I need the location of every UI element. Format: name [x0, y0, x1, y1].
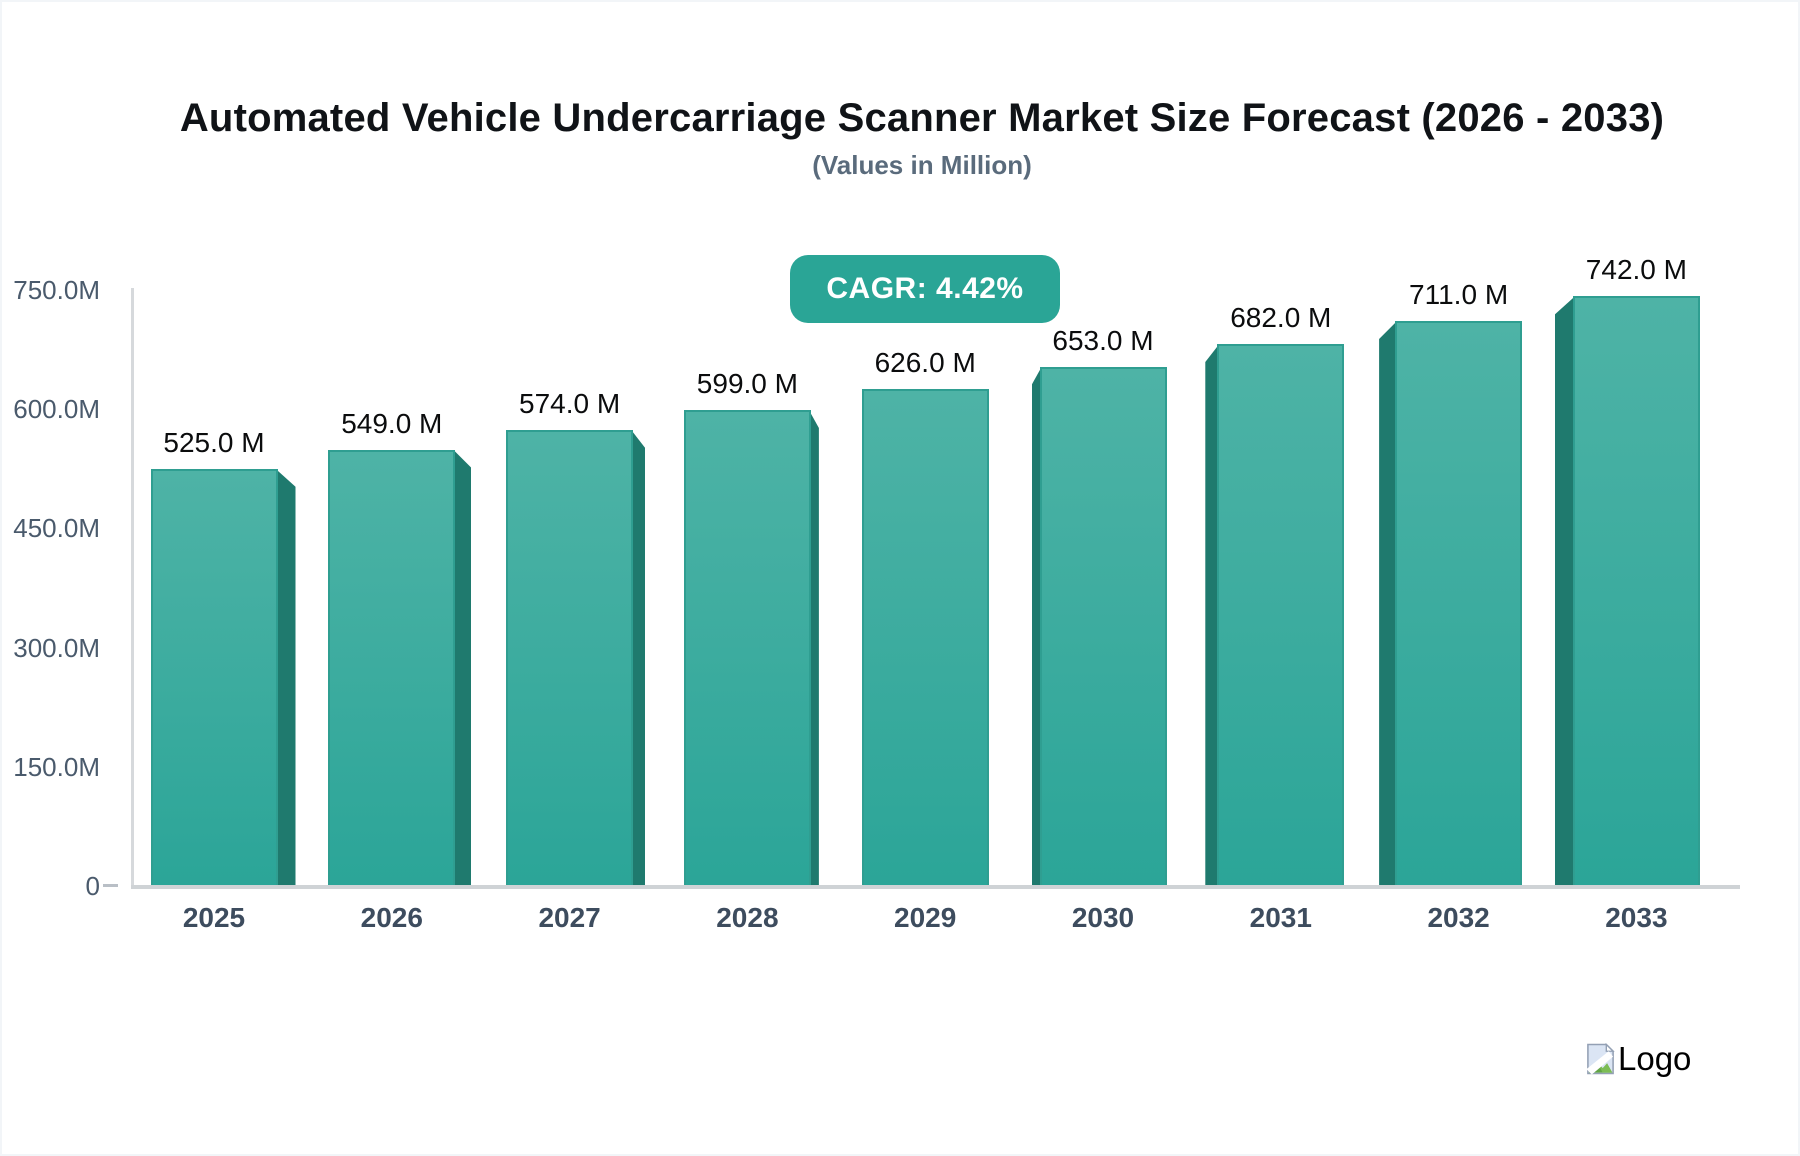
bar-value-label-2030: 653.0 M	[1052, 325, 1154, 357]
x-axis-label-2025: 2025	[182, 902, 246, 933]
x-axis-label-2028: 2028	[716, 902, 779, 933]
bar-value-label-2027: 574.0 M	[519, 387, 621, 419]
logo-text: Logo	[1618, 1040, 1692, 1077]
bar-2032[interactable]	[1395, 320, 1523, 886]
bar-value-label-2025: 525.0 M	[163, 426, 265, 458]
bar-3d-side-2031	[1205, 344, 1220, 886]
x-axis-label-2033: 2033	[1605, 902, 1668, 933]
y-axis-line	[131, 288, 134, 889]
logo: Logo	[1585, 1040, 1691, 1078]
page-title: Automated Vehicle Undercarriage Scanner …	[179, 96, 1665, 140]
y-tick-label-150.0M: 150.0M	[13, 751, 100, 782]
bar-value-label-2026: 549.0 M	[341, 407, 443, 439]
x-axis-label-2031: 2031	[1249, 902, 1312, 933]
bar-3d-side-2030	[1031, 367, 1042, 886]
bar-3d-side-2028	[808, 409, 819, 886]
bar-2031[interactable]	[1217, 344, 1345, 886]
bar-value-label-2032: 711.0 M	[1409, 278, 1509, 310]
y-tick-label-450.0M: 450.0M	[13, 513, 100, 544]
x-axis-label-2029: 2029	[894, 902, 957, 933]
bar-2030[interactable]	[1039, 367, 1167, 886]
bar-value-label-2029: 626.0 M	[874, 346, 976, 378]
broken-image-icon	[1586, 1043, 1615, 1075]
bar-2025[interactable]	[150, 468, 278, 886]
bar-value-label-2028: 599.0 M	[696, 367, 798, 399]
bar-3d-side-2026	[453, 449, 472, 886]
x-axis-label-2030: 2030	[1071, 902, 1135, 933]
y-tick-label-0: 0	[85, 871, 100, 901]
bar-value-label-2031: 682.0 M	[1230, 302, 1332, 334]
bar-3d-side-2025	[275, 468, 296, 886]
x-axis-line	[131, 885, 1740, 889]
bar-2027[interactable]	[506, 429, 634, 886]
cagr-badge: CAGR: 4.42%	[790, 255, 1060, 323]
bar-2033[interactable]	[1572, 296, 1700, 886]
page-subtitle: (Values in Million)	[812, 150, 1032, 180]
bar-value-label-2033: 742.0 M	[1585, 254, 1687, 286]
bar-2028[interactable]	[683, 409, 811, 886]
bar-3d-side-2027	[631, 429, 646, 886]
y-tick-label-300.0M: 300.0M	[13, 632, 100, 663]
x-axis-label-2027: 2027	[538, 902, 601, 933]
y-tick-label-600.0M: 600.0M	[13, 394, 100, 425]
zero-tick-mark	[103, 884, 118, 887]
x-axis-label-2032: 2032	[1427, 902, 1490, 933]
bar-3d-side-2033	[1554, 296, 1575, 886]
x-axis-label-2026: 2026	[360, 902, 423, 933]
bar-2029[interactable]	[861, 388, 989, 886]
y-tick-label-750.0M: 750.0M	[13, 275, 100, 305]
bar-3d-side-2032	[1379, 320, 1398, 886]
bar-2026[interactable]	[328, 449, 456, 886]
